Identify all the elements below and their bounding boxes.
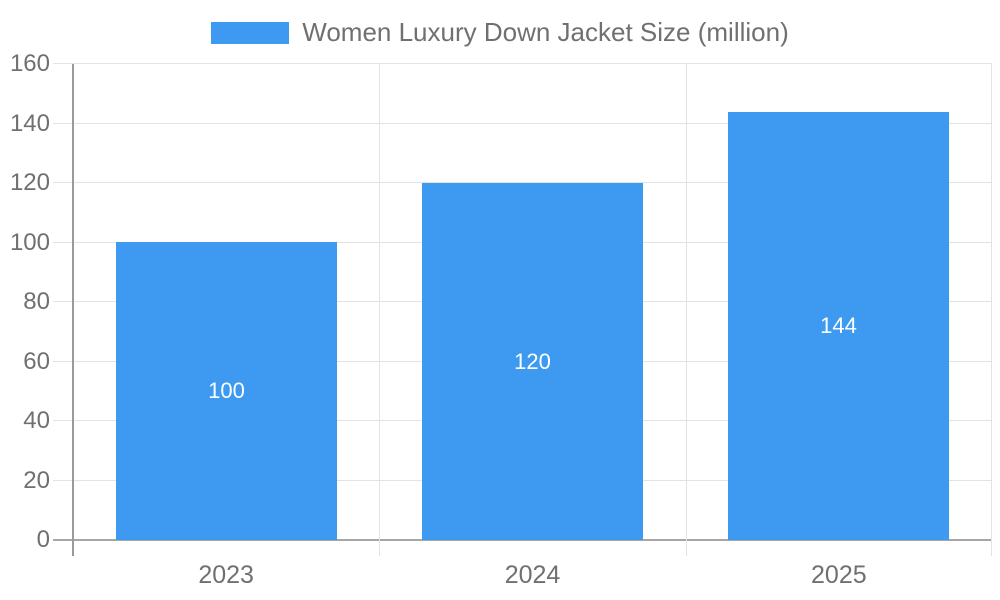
y-tick-label: 100 [9,228,50,256]
bar-2023: 100 [116,242,337,540]
y-gridline [53,63,992,64]
category-separator-line [379,64,380,556]
y-tick-label: 120 [9,169,50,196]
y-tick-label: 80 [23,288,50,315]
y-axis-line [72,64,74,556]
y-tick-label: 40 [23,407,50,434]
legend-label: Women Luxury Down Jacket Size (million) [302,17,789,47]
legend-swatch [211,21,290,44]
bar-2024: 120 [422,183,643,540]
bar-2025: 144 [728,112,949,540]
x-tick-label: 2023 [198,561,254,589]
y-tick-label: 20 [23,466,50,494]
plot-area: 100 120 144 [53,63,992,556]
y-gridline [53,122,992,124]
x-tick-label: 2024 [504,561,561,589]
y-tick-label: 60 [23,347,50,375]
bar-value-label: 120 [514,348,551,374]
plot-right-border [991,64,992,556]
y-gridline [53,182,992,183]
x-axis-baseline [53,539,992,541]
y-tick-label: 140 [9,109,50,137]
bar-value-label: 100 [208,378,245,403]
y-tick-label: 0 [36,526,50,553]
y-tick-label: 160 [9,50,50,77]
bar-value-label: 144 [820,313,857,338]
x-tick-label: 2025 [811,561,867,589]
category-separator-line [686,64,687,556]
chart-legend: Women Luxury Down Jacket Size (million) [0,17,1000,48]
